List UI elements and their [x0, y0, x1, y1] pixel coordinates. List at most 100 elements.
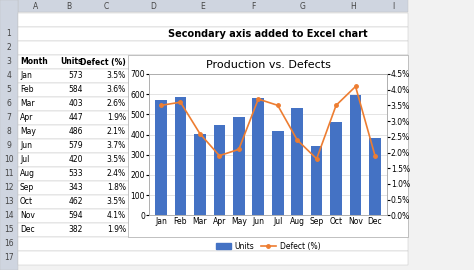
Text: 420: 420 [69, 156, 83, 164]
Text: B: B [66, 2, 72, 11]
Bar [194, 134, 206, 215]
Text: 462: 462 [69, 197, 83, 207]
Bar [18, 27, 408, 41]
Legend: Units, Defect (%): Units, Defect (%) [213, 239, 323, 254]
Bar [18, 0, 408, 12]
Bar [233, 117, 245, 215]
Bar [311, 146, 322, 215]
Text: 7: 7 [7, 113, 11, 123]
Bar [18, 181, 408, 195]
Bar [174, 97, 186, 215]
Bar [292, 108, 303, 215]
Text: 382: 382 [69, 225, 83, 235]
Text: Defect (%): Defect (%) [80, 58, 126, 66]
Text: 2.1%: 2.1% [107, 127, 126, 137]
Text: 12: 12 [4, 184, 14, 193]
Text: 579: 579 [68, 141, 83, 150]
Text: 9: 9 [7, 141, 11, 150]
Text: 4.1%: 4.1% [107, 211, 126, 221]
Text: 3.5%: 3.5% [107, 72, 126, 80]
Bar [155, 100, 167, 215]
Text: 15: 15 [4, 225, 14, 235]
Text: 3.7%: 3.7% [107, 141, 126, 150]
Text: Jan: Jan [20, 72, 32, 80]
Text: 573: 573 [68, 72, 83, 80]
Text: 17: 17 [4, 254, 14, 262]
Text: Dec: Dec [20, 225, 35, 235]
Text: 403: 403 [68, 100, 83, 109]
Text: 14: 14 [4, 211, 14, 221]
Text: 486: 486 [69, 127, 83, 137]
Bar [18, 83, 408, 97]
Text: 1.8%: 1.8% [107, 184, 126, 193]
Bar [18, 69, 408, 83]
Bar [18, 153, 408, 167]
Text: A: A [33, 2, 38, 11]
Bar [18, 125, 408, 139]
Text: D: D [150, 2, 156, 11]
Text: Jul: Jul [20, 156, 29, 164]
Text: Sep: Sep [20, 184, 34, 193]
Text: 11: 11 [4, 170, 14, 178]
Text: 3: 3 [7, 58, 11, 66]
Text: 3.5%: 3.5% [107, 156, 126, 164]
Text: 13: 13 [4, 197, 14, 207]
Bar [18, 55, 408, 69]
Bar [18, 237, 408, 251]
Bar [369, 138, 381, 215]
Text: 8: 8 [7, 127, 11, 137]
Bar [18, 223, 408, 237]
Text: 2: 2 [7, 43, 11, 52]
Text: 594: 594 [68, 211, 83, 221]
Bar [18, 13, 408, 27]
Text: Mar: Mar [20, 100, 35, 109]
Bar [18, 251, 408, 265]
Text: Oct: Oct [20, 197, 33, 207]
Text: 3.5%: 3.5% [107, 197, 126, 207]
Text: 6: 6 [7, 100, 11, 109]
Text: 1.9%: 1.9% [107, 113, 126, 123]
Text: I: I [392, 2, 394, 11]
Bar [0, 0, 18, 270]
Text: C: C [104, 2, 109, 11]
Bar [18, 97, 408, 111]
Bar [18, 41, 408, 55]
Text: G: G [300, 2, 306, 11]
Bar [18, 111, 408, 125]
Text: F: F [251, 2, 255, 11]
Text: 3.6%: 3.6% [107, 86, 126, 94]
Text: 1.9%: 1.9% [107, 225, 126, 235]
Bar [330, 122, 342, 215]
Bar [213, 125, 225, 215]
Text: 16: 16 [4, 239, 14, 248]
Text: 584: 584 [69, 86, 83, 94]
Bar [253, 98, 264, 215]
Text: Units: Units [61, 58, 83, 66]
Text: Nov: Nov [20, 211, 35, 221]
Text: Month: Month [20, 58, 48, 66]
Bar [18, 195, 408, 209]
Title: Production vs. Defects: Production vs. Defects [206, 60, 330, 70]
Text: 343: 343 [68, 184, 83, 193]
Text: Secondary axis added to Excel chart: Secondary axis added to Excel chart [168, 29, 368, 39]
Text: 5: 5 [7, 86, 11, 94]
Text: May: May [20, 127, 36, 137]
Text: 1: 1 [7, 29, 11, 39]
Text: 4: 4 [7, 72, 11, 80]
Text: 2.6%: 2.6% [107, 100, 126, 109]
Text: 10: 10 [4, 156, 14, 164]
Text: Apr: Apr [20, 113, 33, 123]
Bar [350, 95, 361, 215]
Bar [18, 209, 408, 223]
Text: 2.4%: 2.4% [107, 170, 126, 178]
Text: Jun: Jun [20, 141, 32, 150]
Text: Aug: Aug [20, 170, 35, 178]
Bar [18, 139, 408, 153]
Bar [128, 55, 408, 237]
Bar [272, 130, 283, 215]
Text: 447: 447 [68, 113, 83, 123]
Text: E: E [201, 2, 205, 11]
Text: Feb: Feb [20, 86, 34, 94]
Text: H: H [350, 2, 356, 11]
Bar [18, 167, 408, 181]
